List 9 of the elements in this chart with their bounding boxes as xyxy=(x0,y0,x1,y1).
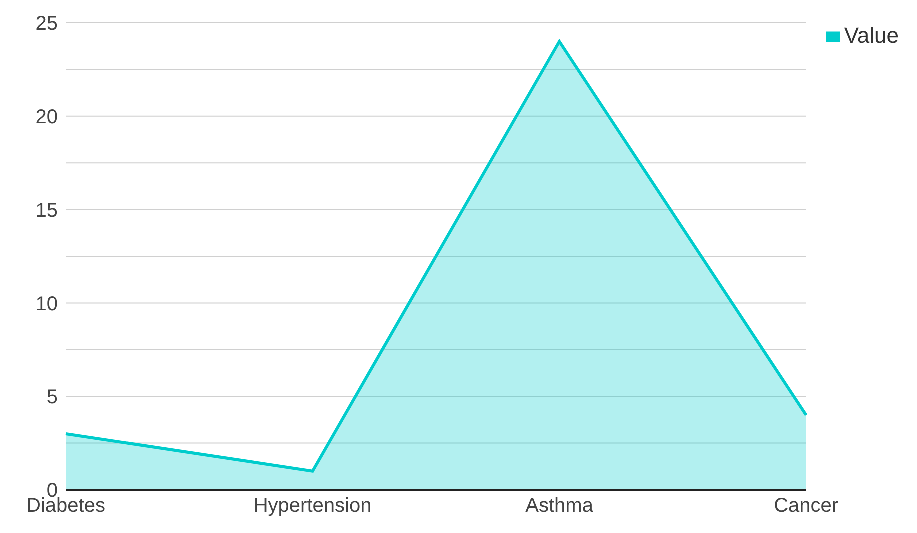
y-tick-label: 10 xyxy=(36,293,58,316)
x-tick-label: Asthma xyxy=(526,495,594,518)
y-tick-label: 20 xyxy=(36,106,58,128)
x-tick-label: Hypertension xyxy=(254,495,372,518)
legend-label: Value xyxy=(844,23,899,48)
x-tick-label: Cancer xyxy=(774,495,839,518)
y-tick-label: 15 xyxy=(36,200,58,222)
y-tick-label: 5 xyxy=(46,386,58,409)
y-tick-label: 25 xyxy=(36,13,58,36)
